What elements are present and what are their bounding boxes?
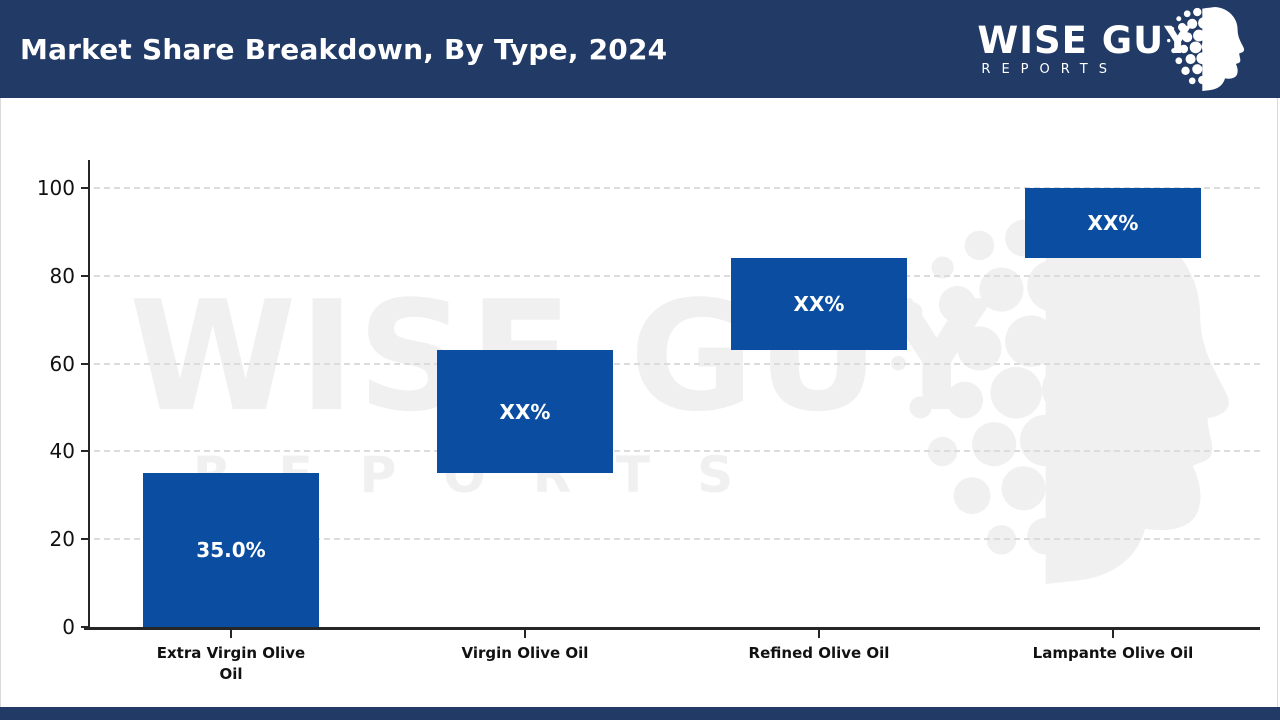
logo-wise-guy-label: WISE GUY: [977, 19, 1192, 62]
x-axis-line: [84, 627, 1260, 630]
y-axis-tick-label: 20: [49, 527, 75, 552]
x-tick: [818, 630, 820, 638]
bar-value-label: XX%: [499, 399, 551, 424]
footer-bar: [0, 707, 1280, 720]
plot: 0 20 40 60 80 100 35.0% Extra Virgin Olive Oil XX…: [1, 98, 1277, 707]
y-tick: [81, 274, 88, 277]
y-axis-tick-label: 60: [49, 351, 75, 376]
y-tick: [81, 450, 88, 453]
x-axis-category-label: Refined Olive Oil: [748, 644, 890, 662]
header: Market Share Breakdown, By Type, 2024 WI…: [0, 0, 1280, 98]
bar-value-label: XX%: [793, 292, 845, 317]
x-tick: [524, 630, 526, 638]
y-tick: [81, 362, 88, 365]
y-axis-tick-label: 40: [49, 439, 75, 464]
x-axis-category-label: Extra Virgin Olive Oil: [156, 644, 306, 683]
page-title: Market Share Breakdown, By Type, 2024: [20, 32, 668, 66]
bar: XX%: [1025, 188, 1201, 259]
x-tick: [230, 630, 232, 638]
bar: XX%: [437, 350, 613, 474]
logo-text: WISE GUY REPORTS: [977, 22, 1192, 76]
gridline: [84, 274, 1260, 277]
logo-reports-label: REPORTS: [981, 62, 1119, 77]
x-tick: [1112, 630, 1114, 638]
x-axis-category-label: Virgin Olive Oil: [461, 644, 589, 662]
y-axis-tick-label: 80: [49, 263, 75, 288]
y-tick: [81, 538, 88, 541]
y-axis-tick-label: 0: [62, 615, 75, 639]
y-axis-line: [88, 160, 90, 630]
bar-value-label: XX%: [1087, 211, 1139, 236]
bar-value-label: 35.0%: [196, 538, 266, 563]
gridline: [84, 450, 1260, 453]
x-axis-category-label: Lampante Olive Oil: [1032, 644, 1194, 662]
chart-area: WISE GUY REPORTS 0 20 40 60 80 100 35.0% Extra …: [0, 98, 1278, 707]
gridline: [84, 362, 1260, 365]
gridline: [84, 187, 1260, 189]
wise-guy-logo: WISE GUY REPORTS: [977, 0, 1256, 98]
bar: XX%: [731, 258, 907, 351]
y-tick: [81, 187, 88, 189]
gridline: [84, 538, 1260, 541]
bar: 35.0%: [143, 473, 319, 627]
y-axis-tick-label: 100: [36, 176, 75, 200]
